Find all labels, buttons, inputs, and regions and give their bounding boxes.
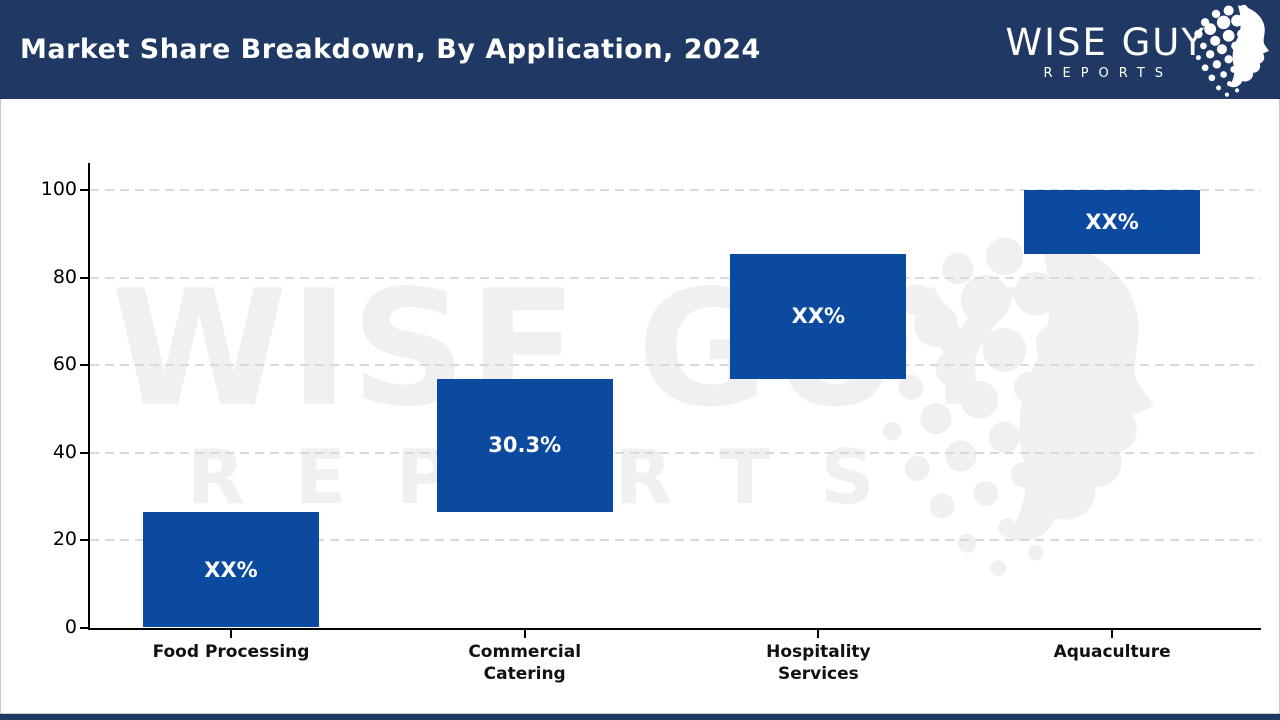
- logo-text: WISE GUY REPORTS: [1006, 24, 1206, 81]
- y-axis-line: [88, 163, 90, 630]
- bar-segment: XX%: [730, 253, 907, 380]
- logo-wordmark: WISE GUY: [1005, 20, 1206, 64]
- x-category-label: Hospitality Services: [766, 641, 871, 685]
- x-tick-mark: [1111, 629, 1114, 638]
- y-tick-mark: [80, 451, 88, 454]
- y-tick-label: 40: [52, 440, 77, 463]
- y-tick-label: 100: [40, 178, 77, 201]
- dotted-head-icon: [1194, 4, 1269, 97]
- y-tick-label: 20: [52, 528, 77, 551]
- bar-segment: XX%: [143, 511, 319, 628]
- y-tick-mark: [80, 626, 88, 629]
- bar-value-label: 30.3%: [488, 433, 562, 458]
- y-gridline: [90, 364, 1261, 367]
- header-bar: Market Share Breakdown, By Application, …: [0, 0, 1280, 99]
- bar-value-label: XX%: [791, 304, 846, 329]
- y-gridline: [90, 451, 1261, 454]
- x-category-label: Food Processing: [152, 641, 310, 662]
- x-tick-mark: [230, 629, 232, 638]
- y-gridline: [90, 539, 1261, 542]
- x-tick-mark: [817, 629, 820, 638]
- bar-value-label: XX%: [1085, 209, 1139, 234]
- logo-subtitle: REPORTS: [1043, 65, 1174, 81]
- y-tick-mark: [80, 539, 88, 542]
- y-tick-label: 60: [52, 353, 77, 376]
- x-category-label: Aquaculture: [1053, 641, 1171, 662]
- y-gridline: [90, 276, 1261, 279]
- x-category-label: Commercial Catering: [468, 641, 582, 685]
- y-tick-mark: [80, 189, 88, 192]
- bar-segment: XX%: [1024, 190, 1201, 254]
- y-tick-label: 80: [52, 265, 77, 288]
- bar-value-label: XX%: [204, 557, 258, 582]
- watermark-dotted-head-icon: [876, 234, 1155, 577]
- footer-bar: [0, 714, 1280, 720]
- x-axis-line: [88, 627, 1261, 630]
- bar-segment: 30.3%: [436, 379, 613, 512]
- page-title: Market Share Breakdown, By Application, …: [20, 34, 761, 65]
- wise-guy-reports-logo: WISE GUY REPORTS: [1006, 4, 1274, 97]
- y-tick-mark: [80, 364, 88, 367]
- y-tick-mark: [80, 276, 88, 279]
- y-gridline: [90, 189, 1261, 192]
- x-tick-mark: [523, 629, 526, 638]
- y-tick-label: 0: [64, 615, 77, 638]
